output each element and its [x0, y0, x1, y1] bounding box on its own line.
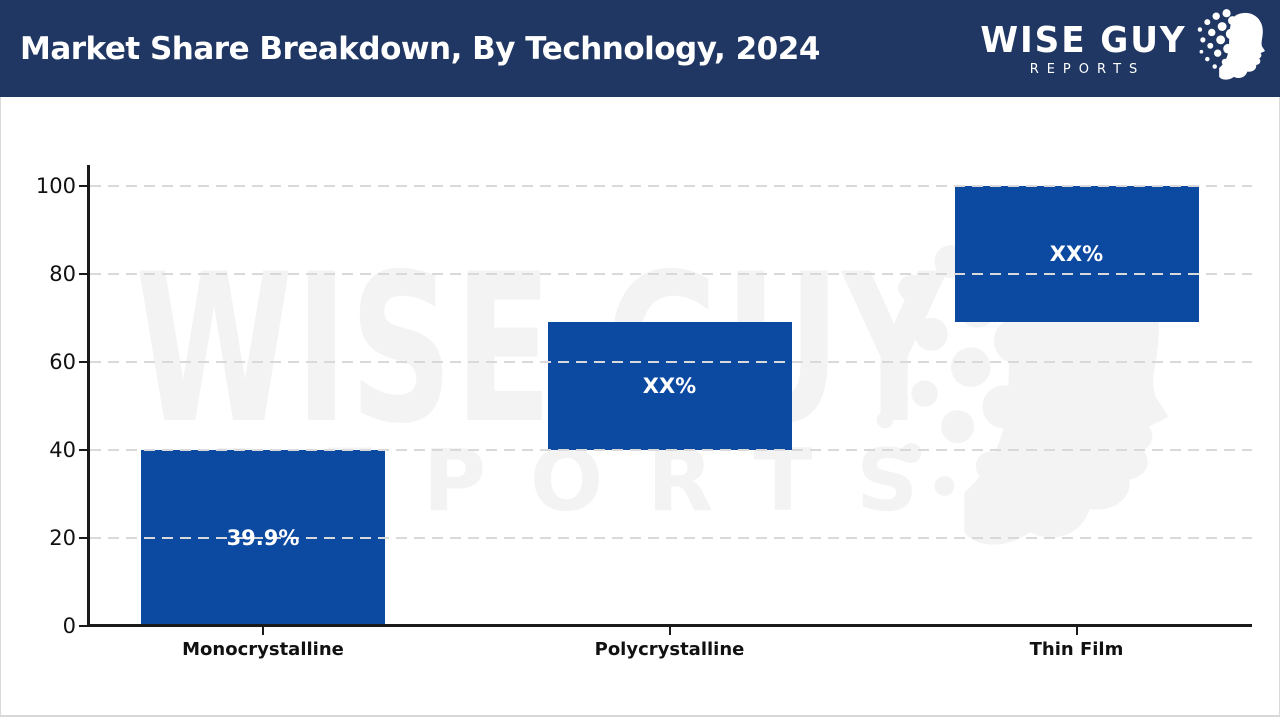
bar-thin-film	[954, 186, 1199, 323]
bar-value-label: XX%	[642, 374, 697, 399]
logo-wordmark: WISE GUY	[980, 19, 1187, 61]
brand-logo: WISE GUY REPORTS	[975, 6, 1268, 90]
y-tick-label: 60	[49, 350, 76, 374]
watermark-wordmark: WISE GUY	[135, 231, 948, 469]
x-axis-line	[87, 624, 1252, 627]
x-tick-mark	[668, 627, 671, 635]
y-tick-mark	[79, 185, 87, 187]
header-bar: Market Share Breakdown, By Technology, 2…	[0, 0, 1280, 97]
y-tick-mark	[79, 625, 87, 627]
gridline-60	[90, 361, 1252, 363]
y-tick-mark	[79, 361, 87, 363]
gridline-80	[90, 273, 1252, 275]
y-tick-mark	[79, 273, 87, 275]
y-tick-label: 0	[62, 614, 76, 638]
logo-subtext: REPORTS	[1029, 61, 1146, 77]
x-category-label: Thin Film	[1029, 639, 1124, 660]
bar-value-label: 39.9%	[226, 526, 300, 551]
y-tick-label: 100	[35, 174, 76, 198]
y-tick-mark	[79, 537, 87, 539]
logo-face-icon	[1197, 9, 1266, 80]
page-title: Market Share Breakdown, By Technology, 2…	[20, 31, 820, 67]
bar-value-label: XX%	[1049, 242, 1104, 267]
y-tick-label: 40	[49, 438, 76, 462]
x-category-label: Monocrystalline	[182, 639, 344, 660]
bar-polycrystalline	[547, 322, 792, 450]
x-tick-mark	[262, 627, 264, 635]
y-tick-mark	[79, 449, 87, 451]
x-tick-mark	[1075, 627, 1078, 635]
gridline-100	[90, 185, 1252, 187]
y-axis-line	[87, 165, 90, 627]
gridline-20	[90, 537, 1252, 539]
brand-logo-text: WISE GUY REPORTS	[975, 20, 1192, 77]
x-category-label: Polycrystalline	[594, 639, 745, 660]
y-tick-label: 20	[49, 526, 76, 550]
gridline-40	[90, 449, 1252, 451]
y-tick-label: 80	[49, 262, 76, 286]
